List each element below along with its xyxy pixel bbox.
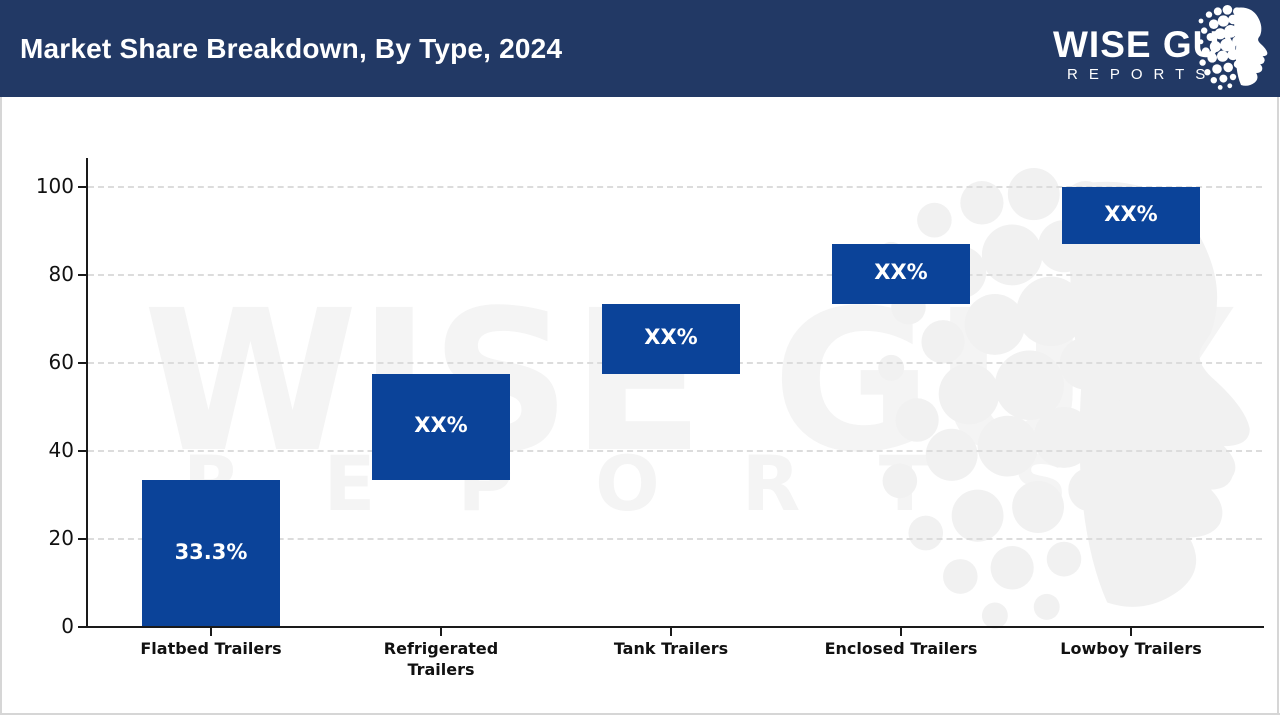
y-axis-tick-label: 60 — [48, 350, 74, 374]
gridline — [88, 274, 1262, 276]
page-border-right — [1277, 97, 1279, 715]
chart-title: Market Share Breakdown, By Type, 2024 — [20, 32, 563, 64]
waterfall-bar — [832, 244, 970, 304]
y-axis-tick-label: 0 — [61, 614, 74, 638]
gridline — [88, 538, 1262, 540]
x-axis-tick — [440, 628, 442, 636]
y-axis-tick — [78, 450, 87, 452]
x-axis-category-label: Refrigerated Trailers — [383, 639, 499, 679]
page-border-bottom — [0, 713, 1280, 715]
y-axis-tick-label: 80 — [48, 262, 74, 286]
x-axis-category-label: Tank Trailers — [613, 639, 729, 658]
y-axis-tick — [78, 362, 87, 364]
y-axis-tick-label: 40 — [48, 438, 74, 462]
bar-value-label: XX% — [1104, 201, 1158, 226]
page-border-left — [0, 97, 2, 715]
x-axis-tick — [900, 628, 902, 636]
y-axis-tick — [78, 186, 87, 188]
y-axis-tick — [78, 626, 87, 628]
y-axis-spine — [86, 158, 88, 628]
x-axis-tick — [1130, 628, 1132, 636]
gridline — [88, 186, 1262, 188]
waterfall-bar — [372, 374, 510, 481]
waterfall-bar — [602, 303, 740, 374]
logo-face-icon — [1198, 5, 1268, 90]
bar-value-label: XX% — [414, 413, 468, 438]
header: Market Share Breakdown, By Type, 2024 WI… — [0, 0, 1280, 97]
x-axis-category-label: Enclosed Trailers — [824, 639, 978, 658]
wiseguy-logo: WISE GUY REPORTS — [1020, 0, 1270, 97]
waterfall-bar — [142, 480, 280, 627]
bar-value-label: 33.3% — [174, 539, 248, 564]
y-axis-tick — [78, 538, 87, 540]
x-axis-spine — [86, 626, 1264, 628]
logo-subtitle-text: REPORTS — [1067, 66, 1217, 83]
x-axis-tick — [210, 628, 212, 636]
waterfall-bar — [1062, 187, 1200, 245]
y-axis-tick-label: 100 — [35, 174, 74, 198]
x-axis-tick — [670, 628, 672, 636]
bar-value-label: XX% — [644, 324, 698, 349]
watermark-subtitle-text: REPORTS — [183, 439, 1150, 528]
x-axis-category-label: Lowboy Trailers — [1060, 639, 1202, 658]
bar-value-label: XX% — [874, 259, 928, 284]
gridline — [88, 450, 1262, 452]
x-axis-category-label: Flatbed Trailers — [140, 639, 282, 658]
y-axis-tick — [78, 274, 87, 276]
y-axis-tick-label: 20 — [48, 526, 74, 550]
